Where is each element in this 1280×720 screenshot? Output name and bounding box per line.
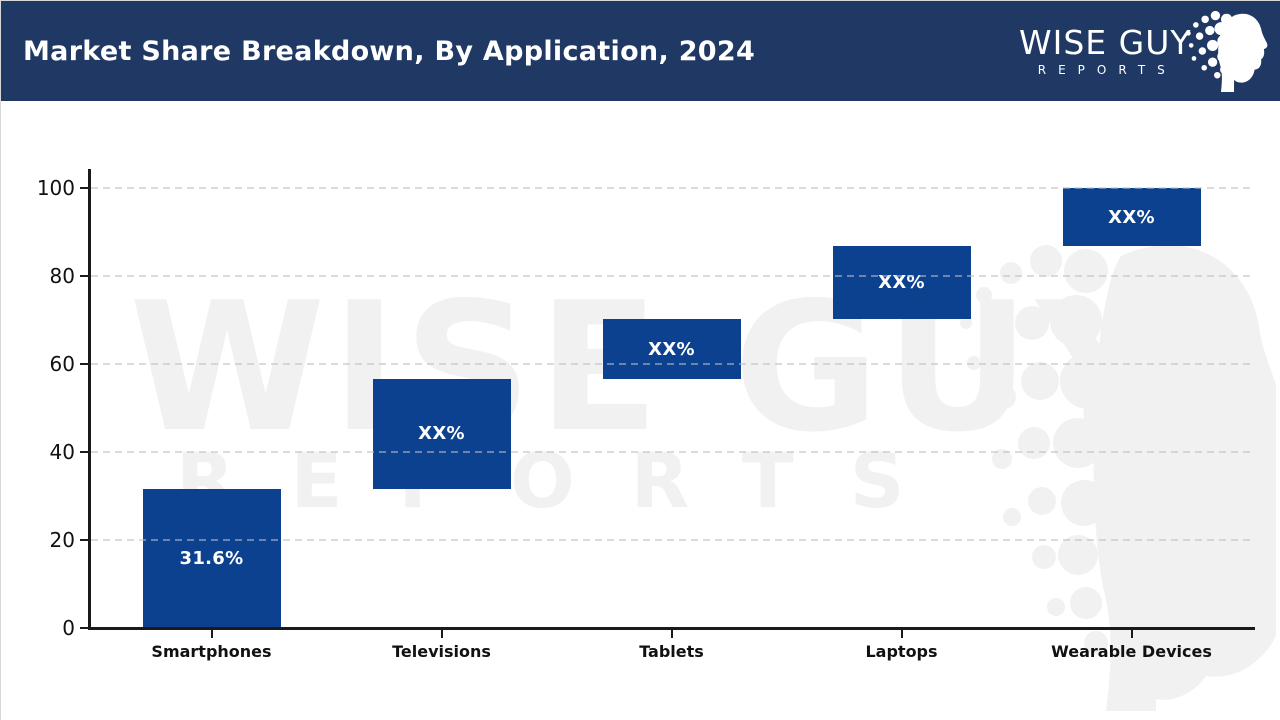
watermark-text-2: REPORTS [176, 436, 961, 525]
x-tick-mark-wearable-devices [1130, 630, 1133, 638]
gridline-60 [91, 363, 1255, 365]
y-tick-mark-100 [80, 187, 89, 189]
bar-wearable-devices: XX% [1062, 188, 1201, 247]
x-tick-label-wearable-devices: Wearable Devices [1051, 642, 1212, 661]
bar-televisions: XX% [372, 378, 511, 489]
bar-value-label-televisions: XX% [418, 423, 465, 445]
bar-tablets: XX% [602, 319, 741, 379]
y-tick-mark-40 [80, 451, 89, 453]
y-tick-mark-20 [80, 539, 89, 541]
watermark-head-icon [960, 245, 1276, 711]
x-tick-label-televisions: Televisions [392, 642, 491, 661]
gridline-20 [91, 539, 1255, 541]
x-tick-label-laptops: Laptops [865, 642, 938, 661]
x-tick-mark-tablets [670, 630, 673, 638]
logo-brand-text: WISE GUY [1019, 22, 1192, 62]
gridline-40 [91, 451, 1255, 453]
y-tick-mark-80 [80, 275, 89, 277]
bar-value-label-smartphones: 31.6% [179, 547, 244, 569]
y-tick-label-40: 40 [49, 440, 75, 464]
logo-head-icon [1185, 10, 1267, 92]
y-axis [88, 169, 91, 630]
brand-logo: WISE GUY REPORTS [1019, 1, 1269, 101]
gridline-80 [91, 275, 1255, 277]
bar-value-label-wearable-devices: XX% [1108, 206, 1155, 228]
y-tick-label-100: 100 [36, 176, 75, 200]
x-axis [88, 627, 1255, 630]
x-tick-label-tablets: Tablets [639, 642, 704, 661]
gridline-100 [91, 187, 1255, 189]
y-tick-label-60: 60 [49, 352, 75, 376]
header-bar: Market Share Breakdown, By Application, … [1, 1, 1280, 101]
y-tick-label-0: 0 [62, 616, 75, 640]
y-tick-mark-60 [80, 363, 89, 365]
bar-value-label-tablets: XX% [648, 338, 695, 360]
chart-title: Market Share Breakdown, By Application, … [23, 35, 756, 67]
y-tick-mark-0 [80, 627, 89, 629]
logo-sub-text: REPORTS [1037, 62, 1177, 77]
logo-text: WISE GUY REPORTS [1019, 26, 1192, 77]
y-tick-label-80: 80 [49, 264, 75, 288]
y-tick-label-20: 20 [49, 528, 75, 552]
x-tick-mark-laptops [900, 630, 903, 638]
chart-area: WISE GUY REPORTS 0 20 40 60 80 100 [1, 101, 1280, 720]
bar-smartphones: 31.6% [142, 488, 281, 628]
bar-value-label-laptops: XX% [878, 272, 925, 294]
x-tick-mark-televisions [440, 630, 443, 638]
x-tick-label-smartphones: Smartphones [151, 642, 272, 661]
x-tick-mark-smartphones [210, 630, 213, 638]
bar-laptops: XX% [832, 246, 971, 320]
